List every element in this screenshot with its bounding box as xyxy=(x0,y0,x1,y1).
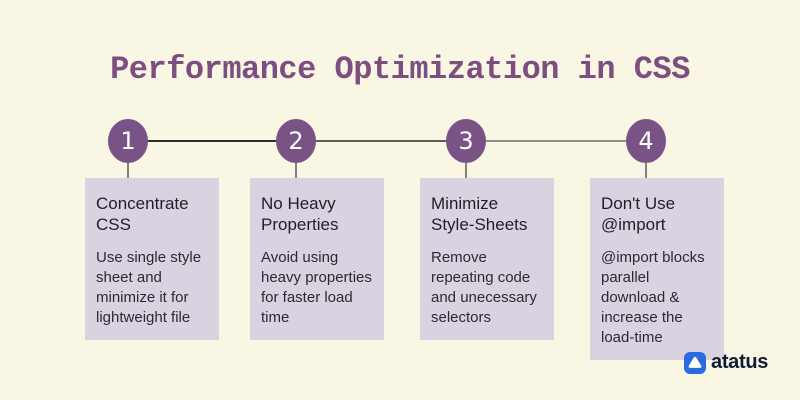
step-card-2: No Heavy Properties Avoid using heavy pr… xyxy=(250,178,384,340)
connector-stem-3 xyxy=(465,162,467,179)
step-body-1: Use single style sheet and minimize it f… xyxy=(96,249,202,326)
step-circle-3: 3 xyxy=(446,119,486,163)
step-number-3: 3 xyxy=(458,127,474,155)
brand-name: atatus xyxy=(711,351,769,373)
step-circle-1: 1 xyxy=(108,119,148,163)
timeline-line-segment-3 xyxy=(466,140,646,142)
step-circle-2: 2 xyxy=(276,119,316,163)
step-number-1: 1 xyxy=(120,127,136,155)
step-heading-4: Don't Use @import xyxy=(601,194,676,234)
atatus-triangle-icon xyxy=(684,351,706,374)
step-card-3: Minimize Style-Sheets Remove repeating c… xyxy=(420,178,554,340)
step-heading-1: Concentrate CSS xyxy=(96,194,189,234)
brand-logo: atatus xyxy=(684,351,768,374)
timeline-line-segment-1 xyxy=(128,140,296,142)
connector-stem-2 xyxy=(295,162,297,179)
step-heading-2: No Heavy Properties xyxy=(261,194,339,234)
step-heading-3: Minimize Style-Sheets xyxy=(431,194,528,234)
step-card-1: Concentrate CSS Use single style sheet a… xyxy=(85,178,219,340)
timeline-line-segment-2 xyxy=(296,140,466,142)
page-title: Performance Optimization in CSS xyxy=(110,51,690,88)
step-body-2: Avoid using heavy properties for faster … xyxy=(261,249,372,326)
step-number-2: 2 xyxy=(288,127,304,155)
connector-stem-4 xyxy=(645,162,647,179)
step-number-4: 4 xyxy=(638,127,654,155)
step-circle-4: 4 xyxy=(626,119,666,163)
step-body-4: @import blocks parallel download & incre… xyxy=(601,249,705,346)
connector-stem-1 xyxy=(127,162,129,179)
step-card-4: Don't Use @import @import blocks paralle… xyxy=(590,178,724,360)
step-body-3: Remove repeating code and unecessary sel… xyxy=(431,249,537,326)
